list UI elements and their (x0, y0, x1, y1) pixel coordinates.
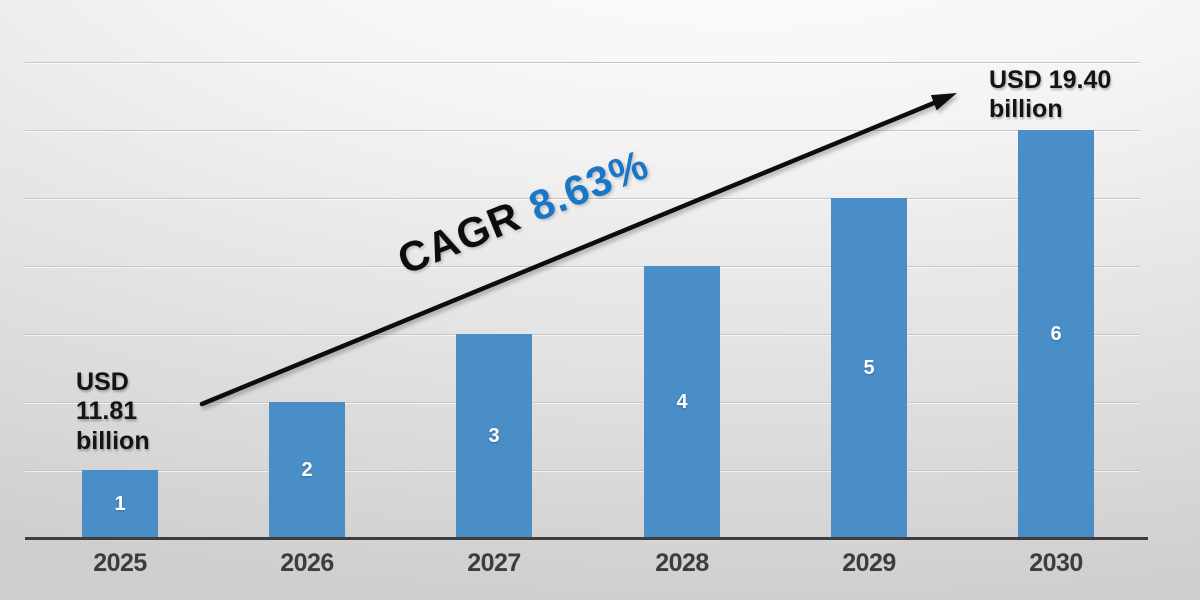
x-axis-label-2026: 2026 (280, 549, 334, 577)
bar-value-label: 2 (301, 458, 313, 481)
gridline (25, 62, 1140, 63)
bar-2030: 6 (1018, 130, 1094, 538)
bar-2025: 1 (82, 470, 158, 538)
gridline (25, 130, 1140, 131)
cagr-label: CAGR (391, 191, 527, 284)
cagr-annotation: CAGR8.63% (391, 140, 655, 284)
bar-value-label: 5 (863, 356, 875, 379)
cagr-value: 8.63% (522, 140, 656, 231)
x-axis-line (25, 537, 1148, 540)
x-axis-label-2029: 2029 (842, 549, 896, 577)
x-axis-label-2025: 2025 (93, 549, 147, 577)
x-axis-label-2030: 2030 (1029, 549, 1083, 577)
bar-value-label: 3 (488, 424, 500, 447)
start-value-annotation: USD 11.81 billion (76, 368, 150, 455)
x-axis-label-2028: 2028 (655, 549, 709, 577)
gridline (25, 266, 1140, 267)
end-value-annotation: USD 19.40 billion (989, 66, 1112, 124)
bar-value-label: 6 (1050, 322, 1062, 345)
bar-value-label: 4 (676, 390, 688, 413)
bar-2028: 4 (644, 266, 720, 538)
bar-2029: 5 (831, 198, 907, 538)
bar-2026: 2 (269, 402, 345, 538)
gridline (25, 334, 1140, 335)
bar-value-label: 1 (114, 492, 126, 515)
x-axis-label-2027: 2027 (467, 549, 521, 577)
gridline (25, 470, 1140, 471)
bar-2027: 3 (456, 334, 532, 538)
gridline (25, 402, 1140, 403)
